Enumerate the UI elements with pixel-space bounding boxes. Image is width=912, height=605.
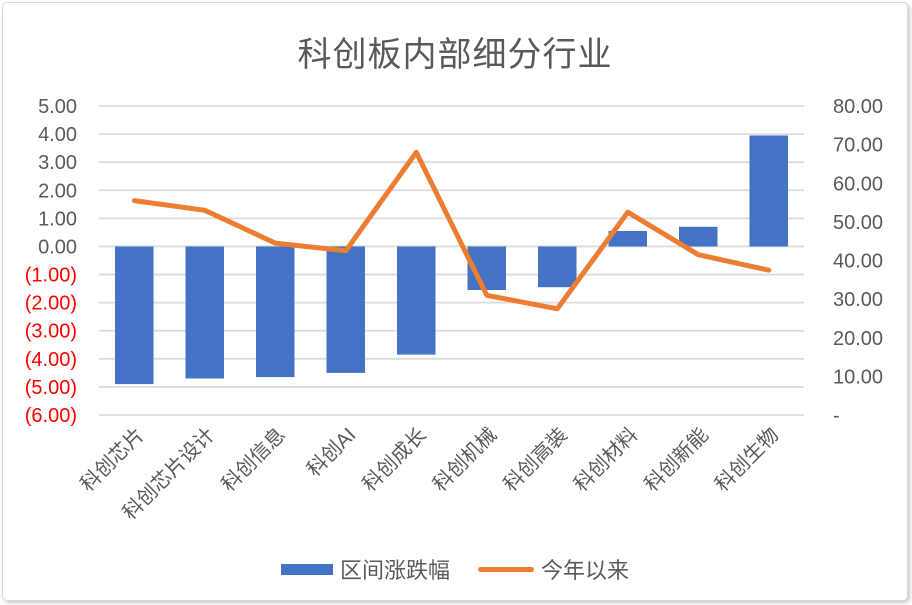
chart-legend: 区间涨跌幅 今年以来	[3, 553, 907, 585]
left-axis-tick-label: 1.00	[38, 208, 77, 230]
bar-科创芯片	[115, 246, 154, 385]
legend-item-line-series: 今年以来	[478, 553, 629, 585]
right-axis-tick-label: 40.00	[833, 251, 883, 273]
right-axis-tick-label: 20.00	[833, 328, 883, 350]
category-label-科创材料: 科创材料	[569, 423, 642, 496]
category-label-科创生物: 科创生物	[710, 423, 783, 496]
left-axis-tick-label: (5.00)	[25, 377, 77, 399]
category-label-科创高装: 科创高装	[499, 423, 572, 496]
bar-科创材料	[608, 231, 647, 247]
chart-title: 科创板内部细分行业	[297, 36, 613, 74]
category-label-科创芯片: 科创芯片	[76, 423, 149, 496]
left-axis-tick-label: 3.00	[38, 152, 77, 174]
left-axis-tick-label: 5.00	[38, 96, 77, 118]
right-axis-tick-label: 60.00	[833, 173, 883, 195]
right-axis-tick-label: 30.00	[833, 289, 883, 311]
legend-item-bar-series: 区间涨跌幅	[280, 553, 450, 585]
category-label-科创新能: 科创新能	[640, 423, 713, 496]
legend-label-bar-series: 区间涨跌幅	[339, 558, 450, 583]
category-label-科创信息: 科创信息	[217, 423, 290, 496]
right-axis-tick-label: 70.00	[833, 135, 883, 157]
left-axis-tick-label: 4.00	[38, 124, 77, 146]
left-axis-tick-label: 2.00	[38, 180, 77, 202]
left-axis-tick-label: (6.00)	[25, 405, 77, 427]
left-axis-tick-label: (1.00)	[25, 265, 77, 287]
bar-科创成长	[397, 246, 436, 355]
combo-chart-plot: 5.00 4.00 3.00 2.00 1.00 0.00 (1.00) (2.00) (3.0…	[25, 96, 883, 524]
left-axis-tick-label: 0.00	[38, 236, 77, 258]
category-label-科创机械: 科创机械	[428, 423, 501, 496]
line-series-swatch-icon	[478, 566, 534, 572]
right-axis-tick-label: -	[833, 405, 840, 427]
bar-科创AI	[326, 246, 365, 373]
left-axis-tick-label: (4.00)	[25, 349, 77, 371]
bar-科创生物	[749, 135, 788, 247]
right-axis-tick-label: 50.00	[833, 212, 883, 234]
bar-series-swatch-icon	[280, 563, 333, 575]
bar-科创信息	[256, 246, 295, 378]
bar-科创新能	[679, 226, 718, 247]
left-axis-tick-label: (3.00)	[25, 321, 77, 343]
legend-label-line-series: 今年以来	[541, 558, 630, 583]
bar-科创高装	[538, 246, 577, 288]
right-axis-tick-label: 80.00	[833, 96, 883, 118]
right-axis-tick-label: 10.00	[833, 366, 883, 388]
category-label-科创AI: 科创AI	[302, 423, 360, 481]
bar-科创芯片设计	[185, 246, 224, 379]
trend-line	[131, 149, 772, 312]
left-axis-tick-label: (2.00)	[25, 293, 77, 315]
category-label-科创成长: 科创成长	[358, 423, 431, 496]
